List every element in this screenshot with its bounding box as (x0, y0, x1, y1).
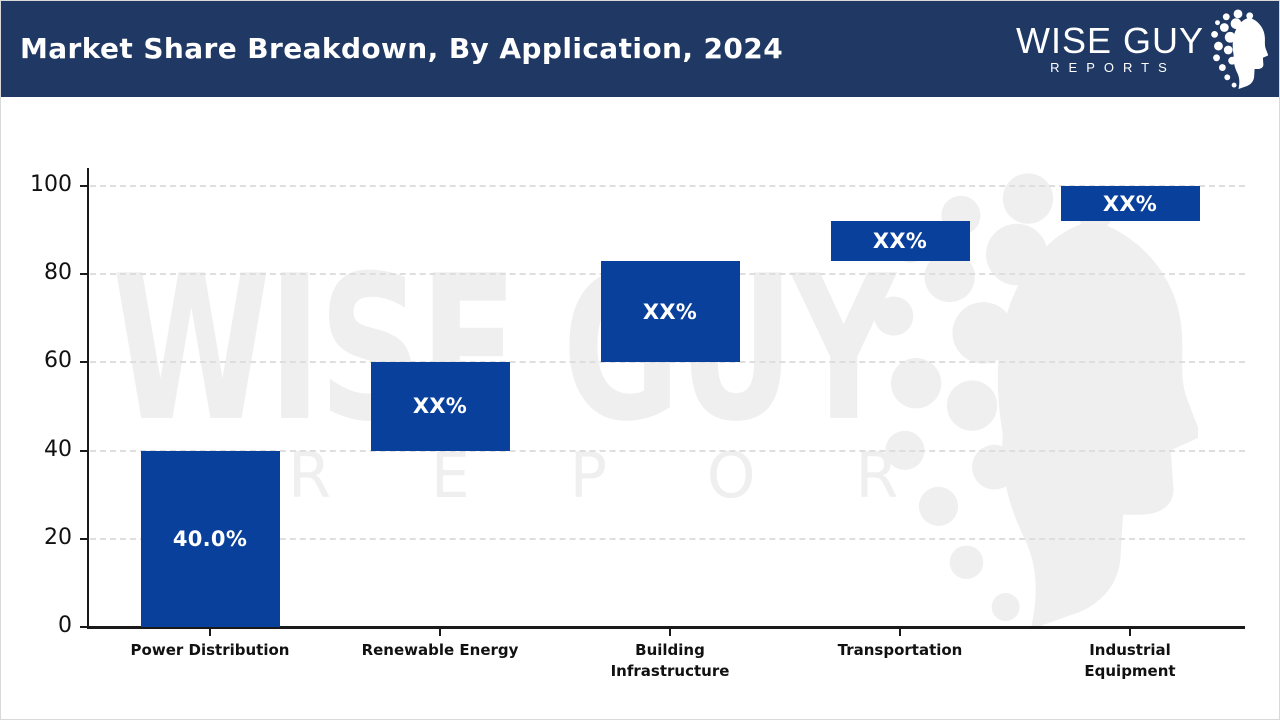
bar: 40.0% (140, 450, 280, 627)
x-tick-mark (209, 629, 211, 636)
y-tick-mark (80, 361, 87, 364)
x-category-label: Building Infrastructure (610, 641, 730, 680)
x-category-label: Power Distribution (130, 641, 290, 659)
chart-plot-area: WISE GUY R E P O R T S 0 20 40 60 80 100 40.0%… (0, 97, 1280, 720)
x-tick-mark (1129, 629, 1131, 636)
y-tick-mark (80, 537, 87, 540)
y-tick-label: 20 (44, 524, 72, 550)
wise-guy-reports-logo: WISE GUY REPORTS (1010, 6, 1268, 91)
bar-value-label: XX% (1102, 191, 1158, 216)
y-tick-label: 60 (44, 348, 72, 374)
x-axis-line (87, 626, 1245, 629)
page-title: Market Share Breakdown, By Application, … (20, 32, 784, 65)
y-tick-mark (80, 626, 87, 628)
logo-text: WISE GUY REPORTS (1016, 22, 1204, 75)
x-tick-mark (439, 629, 441, 636)
y-tick-label: 0 (58, 613, 72, 638)
y-tick-mark (80, 273, 87, 276)
bar-value-label: 40.0% (172, 526, 248, 551)
y-tick-label: 40 (44, 436, 72, 462)
x-category-label: Transportation (837, 641, 963, 659)
bar-value-label: XX% (412, 394, 468, 419)
y-axis-line (87, 168, 89, 629)
bar: XX% (830, 221, 970, 261)
watermark-subtitle: R E P O R T S (288, 439, 1215, 512)
bar: XX% (1060, 186, 1200, 222)
logo-subtitle: REPORTS (1050, 59, 1176, 75)
y-tick-label: 80 (44, 260, 72, 286)
x-tick-mark (899, 629, 901, 636)
gridline (90, 185, 1245, 187)
bar-value-label: XX% (642, 299, 698, 324)
x-category-label: Renewable Energy (361, 641, 519, 659)
x-category-label: Industrial Equipment (1084, 641, 1176, 680)
gridline (90, 449, 1245, 452)
gridline (90, 537, 1245, 540)
y-tick-mark (80, 449, 87, 452)
bar-value-label: XX% (872, 229, 928, 254)
gridline (90, 361, 1245, 364)
x-tick-mark (669, 629, 671, 636)
bar: XX% (600, 260, 740, 363)
bar: XX% (370, 362, 510, 451)
logo-wordmark: WISE GUY (1015, 20, 1204, 62)
y-tick-mark (80, 185, 87, 187)
y-tick-label: 100 (30, 172, 72, 197)
header-bar: Market Share Breakdown, By Application, … (0, 0, 1280, 97)
dotted-head-icon (1211, 8, 1268, 89)
